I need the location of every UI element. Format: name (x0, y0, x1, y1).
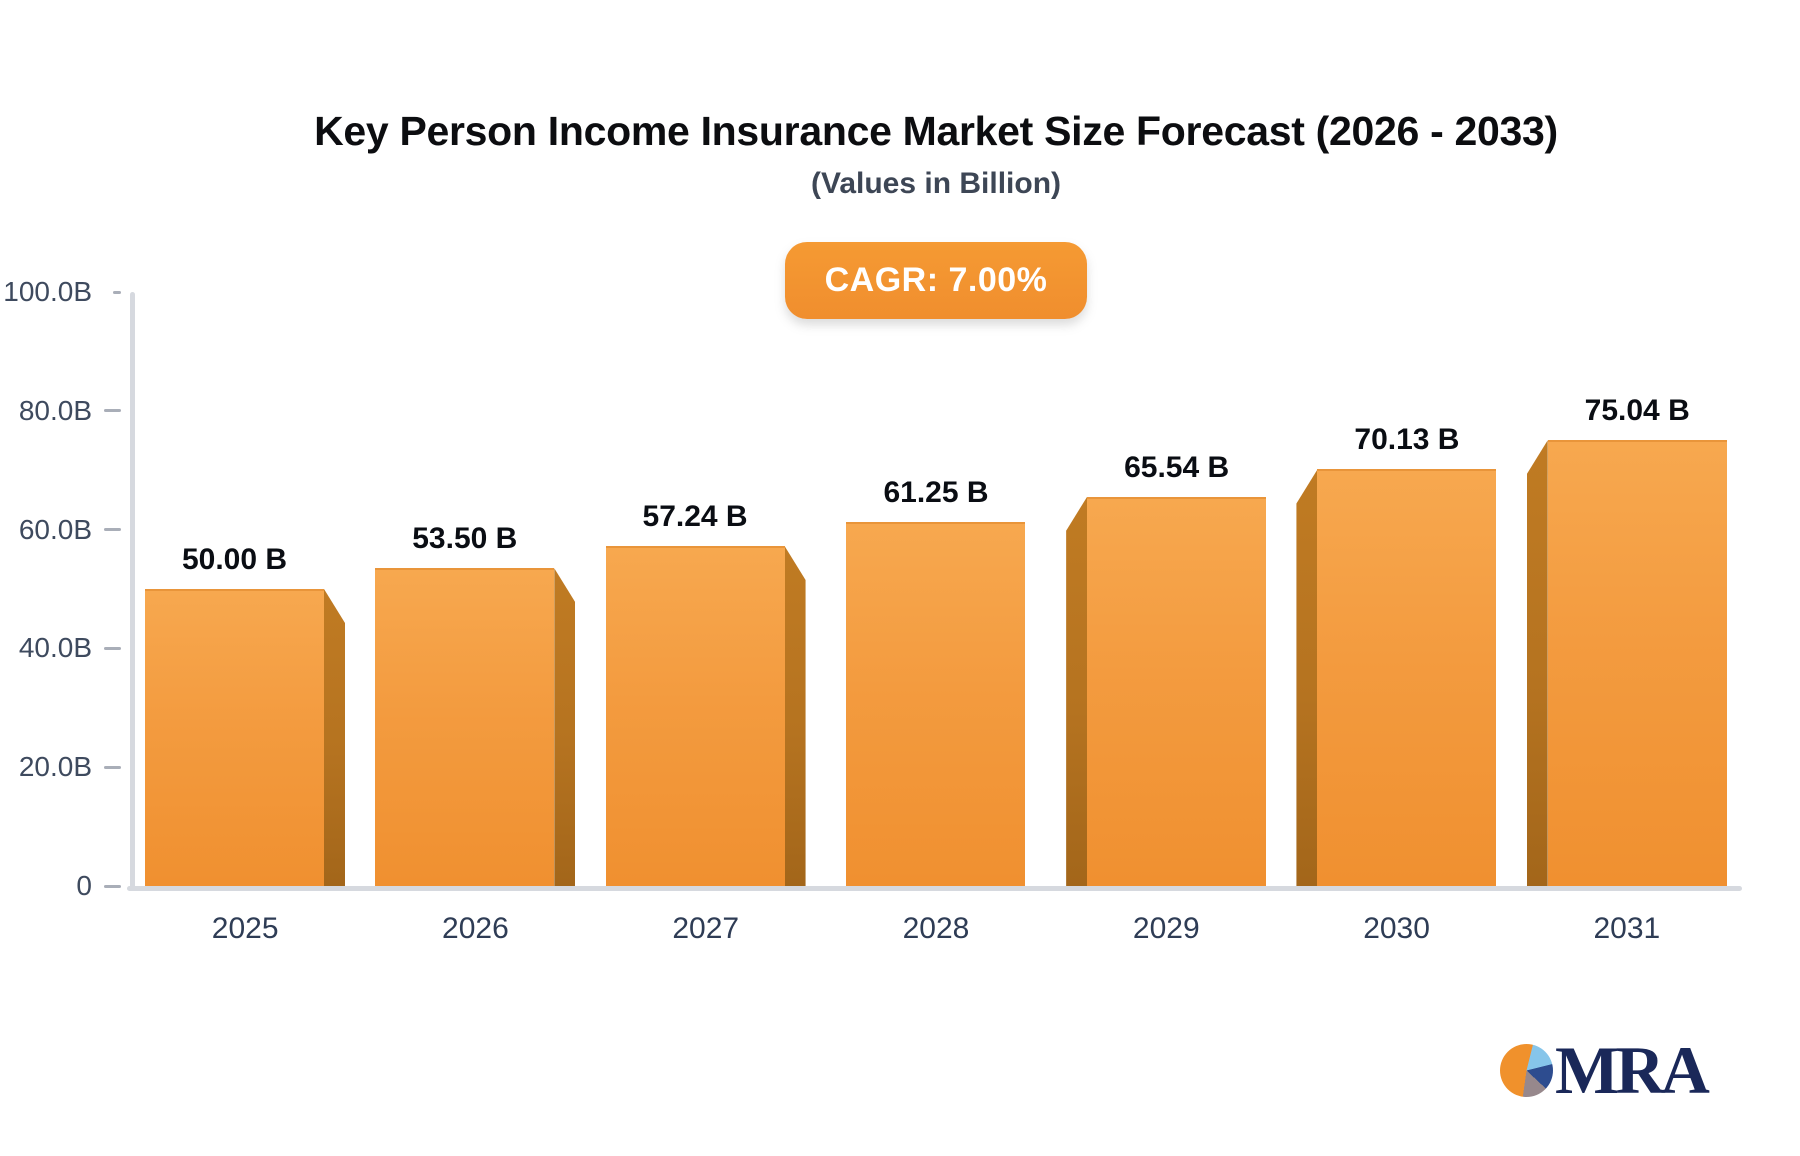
bar-group-2027[interactable] (591, 292, 821, 886)
bar-side-face (1296, 469, 1318, 886)
bar-face[interactable] (846, 522, 1026, 886)
bar-group-2025[interactable] (130, 292, 360, 886)
bar-value-label: 53.50 B (412, 522, 518, 556)
brand-logo: MRA (1500, 1032, 1710, 1108)
y-axis-line (130, 292, 135, 889)
x-axis-label-2027: 2027 (672, 912, 740, 945)
bar-group-2029[interactable] (1051, 292, 1281, 886)
bar-face[interactable] (1547, 440, 1727, 886)
bar-value-label: 57.24 B (642, 500, 748, 533)
page-title: Key Person Income Insurance Market Size … (314, 108, 1558, 154)
cagr-badge: CAGR: 7.00% (784, 242, 1088, 320)
y-tick-label: 60.0B (18, 513, 92, 545)
logo-text: MRA (1555, 1032, 1710, 1108)
bar-side-face (1066, 496, 1088, 886)
pie-chart-logo-icon (1500, 1043, 1553, 1097)
bar-value-label: 75.04 B (1584, 394, 1690, 428)
bar-side-face (324, 589, 345, 886)
y-tick-mark (113, 290, 121, 294)
y-tick-label: 40.0B (18, 632, 92, 664)
x-axis-label-2028: 2028 (902, 912, 970, 945)
x-axis-label-2030: 2030 (1363, 912, 1430, 945)
bar-face[interactable] (1087, 496, 1267, 886)
y-tick-label: 20.0B (18, 751, 92, 783)
bar-side-face (554, 568, 576, 886)
bar-value-label: 50.00 B (181, 543, 288, 576)
x-axis-label-2031: 2031 (1593, 912, 1661, 945)
bar-face[interactable] (375, 568, 555, 886)
bar-face[interactable] (605, 546, 785, 886)
bar-value-label: 65.54 B (1124, 450, 1230, 484)
y-tick-mark (104, 646, 121, 650)
bar-value-label: 70.13 B (1354, 423, 1460, 457)
y-tick-mark (104, 409, 121, 413)
x-axis-label-2026: 2026 (442, 912, 509, 945)
bar-side-face (1526, 440, 1548, 886)
x-axis-label-2029: 2029 (1132, 912, 1200, 945)
plot-area: 0 20.0B 40.0B 60.0B 80.0B 100.0B 50.00 B 2025 53… (3, 278, 1742, 944)
bar-value-label: 61.25 B (883, 476, 989, 510)
bar-group-2031[interactable] (1512, 292, 1742, 886)
chart-header: Key Person Income Insurance Market Size … (130, 108, 1742, 320)
y-tick-label: 0 (76, 870, 92, 901)
y-tick-mark (104, 528, 121, 532)
cagr-badge-label: CAGR: 7.00% (824, 261, 1048, 300)
bar-group-2030[interactable] (1281, 292, 1511, 886)
x-axis-label-2025: 2025 (211, 912, 279, 945)
bar-face[interactable] (145, 589, 324, 886)
y-tick-mark (104, 765, 121, 769)
chart-subtitle: (Values in Billion) (810, 167, 1062, 201)
bar-face[interactable] (1317, 469, 1497, 886)
bar-group-2026[interactable] (360, 292, 590, 886)
y-tick-label: 100.0B (3, 276, 92, 307)
y-tick-label: 80.0B (18, 394, 92, 426)
x-axis-line (127, 886, 1742, 891)
bar-side-face (784, 546, 806, 886)
bar-group-2028[interactable] (821, 292, 1051, 886)
y-tick-mark (104, 884, 121, 888)
